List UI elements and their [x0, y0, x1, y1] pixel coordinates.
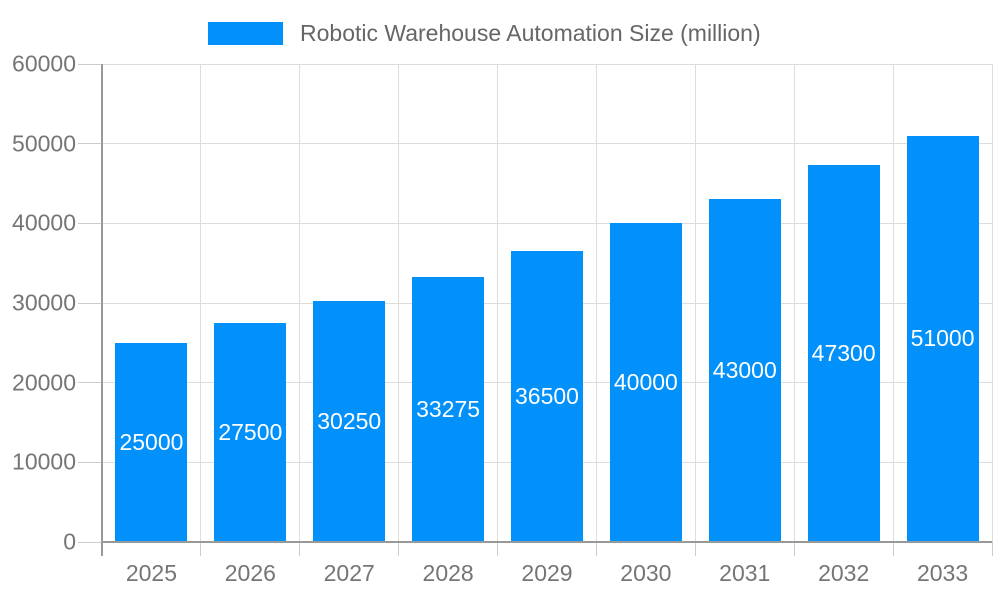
- bar[interactable]: 51000: [906, 135, 979, 542]
- x-axis-tick-label: 2027: [323, 560, 375, 586]
- legend[interactable]: Robotic Warehouse Automation Size (milli…: [208, 20, 761, 47]
- y-axis-tick-label: 0: [63, 528, 76, 555]
- y-axis-line: [101, 64, 103, 556]
- y-gridline: [102, 63, 992, 65]
- x-axis-line: [102, 541, 992, 543]
- x-axis-tick-label: 2032: [818, 560, 870, 586]
- y-gridline: [102, 222, 992, 224]
- y-axis-tick: [78, 143, 102, 145]
- bar[interactable]: 40000: [609, 223, 682, 542]
- x-axis-tick: [793, 542, 795, 556]
- x-gridline: [497, 64, 499, 542]
- bar-value-label: 43000: [712, 357, 777, 384]
- bar[interactable]: 36500: [511, 251, 583, 542]
- x-axis-tick: [892, 542, 894, 556]
- x-axis-tick: [497, 542, 499, 556]
- x-gridline: [299, 64, 301, 542]
- bar[interactable]: 33275: [412, 276, 485, 542]
- y-gridline: [102, 143, 992, 145]
- x-axis-tick: [991, 542, 993, 556]
- bar-value-label: 33275: [416, 395, 481, 422]
- x-axis-tick-label: 2031: [719, 560, 771, 586]
- y-axis-tick: [78, 222, 102, 224]
- bar[interactable]: 43000: [708, 199, 781, 542]
- bar-value-label: 40000: [613, 369, 678, 396]
- x-gridline: [991, 64, 993, 542]
- x-gridline: [694, 64, 696, 542]
- x-gridline: [200, 64, 202, 542]
- bar[interactable]: 25000: [115, 342, 188, 542]
- x-axis-tick: [694, 542, 696, 556]
- bar-value-label: 30250: [317, 407, 382, 434]
- y-axis-tick: [78, 302, 102, 304]
- y-axis-tick-label: 60000: [12, 50, 76, 77]
- legend-swatch: [208, 22, 283, 45]
- y-axis-tick: [78, 461, 102, 463]
- x-axis-tick: [200, 542, 202, 556]
- x-axis-tick-label: 2029: [521, 560, 573, 586]
- bar-value-label: 27500: [218, 418, 283, 445]
- y-axis-tick: [78, 63, 102, 65]
- y-axis-tick-label: 40000: [12, 209, 76, 236]
- y-axis-tick-label: 10000: [12, 448, 76, 475]
- bar[interactable]: 30250: [313, 301, 386, 542]
- x-gridline: [398, 64, 400, 542]
- y-axis-tick: [78, 541, 102, 543]
- x-gridline: [595, 64, 597, 542]
- x-axis-tick-label: 2025: [125, 560, 178, 586]
- x-gridline: [892, 64, 894, 542]
- bar-value-label: 51000: [910, 325, 975, 352]
- bar-value-label: 36500: [515, 383, 579, 410]
- y-axis-tick: [78, 382, 102, 384]
- legend-label: Robotic Warehouse Automation Size (milli…: [300, 20, 761, 46]
- x-axis-tick-label: 2028: [422, 560, 474, 586]
- x-axis-tick-label: 2026: [224, 560, 276, 586]
- x-axis-tick: [398, 542, 400, 556]
- y-axis-tick-label: 20000: [12, 369, 76, 396]
- y-axis-tick-label: 30000: [12, 289, 76, 316]
- x-axis-tick-label: 2033: [916, 560, 969, 586]
- x-axis-tick: [299, 542, 301, 556]
- bar-value-label: 25000: [119, 428, 184, 455]
- bar[interactable]: 27500: [214, 322, 287, 542]
- x-gridline: [793, 64, 795, 542]
- bar-value-label: 47300: [811, 340, 876, 367]
- y-axis-tick-label: 50000: [12, 130, 76, 157]
- x-axis-tick: [595, 542, 597, 556]
- x-axis-tick-label: 2030: [620, 560, 672, 586]
- bar[interactable]: 47300: [807, 165, 880, 542]
